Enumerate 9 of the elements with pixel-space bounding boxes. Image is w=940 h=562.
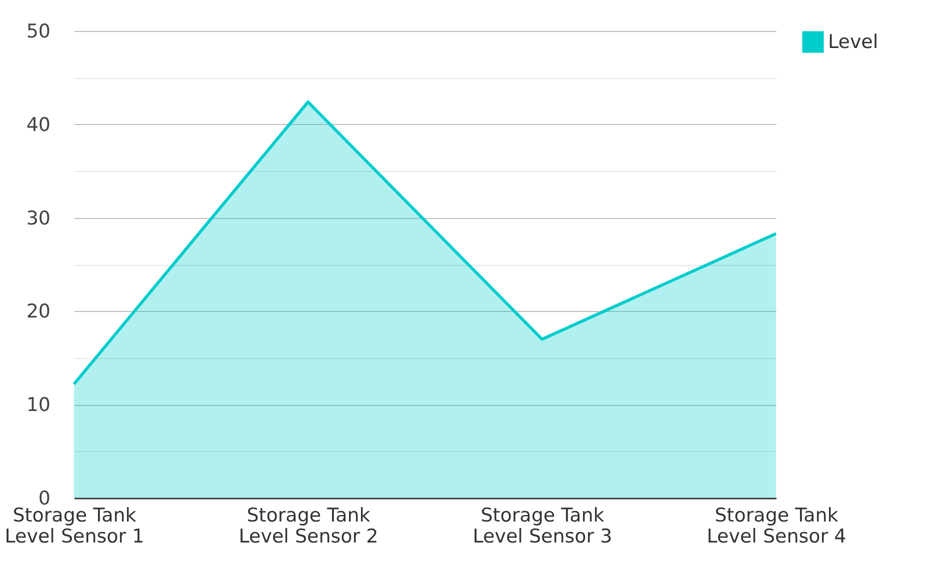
- legend-label: Level: [828, 31, 878, 53]
- x-tick-label: Storage Tank Level Sensor 2: [238, 504, 378, 548]
- y-tick-label: 50: [26, 20, 50, 42]
- y-tick-label: 30: [26, 207, 50, 230]
- y-tick-label: 40: [26, 114, 50, 136]
- y-tick-label: 20: [26, 300, 50, 323]
- x-tick-label: Storage Tank Level Sensor 4: [706, 504, 846, 548]
- y-tick-label: 10: [26, 394, 50, 416]
- x-tick-label: Storage Tank Level Sensor 3: [472, 504, 612, 548]
